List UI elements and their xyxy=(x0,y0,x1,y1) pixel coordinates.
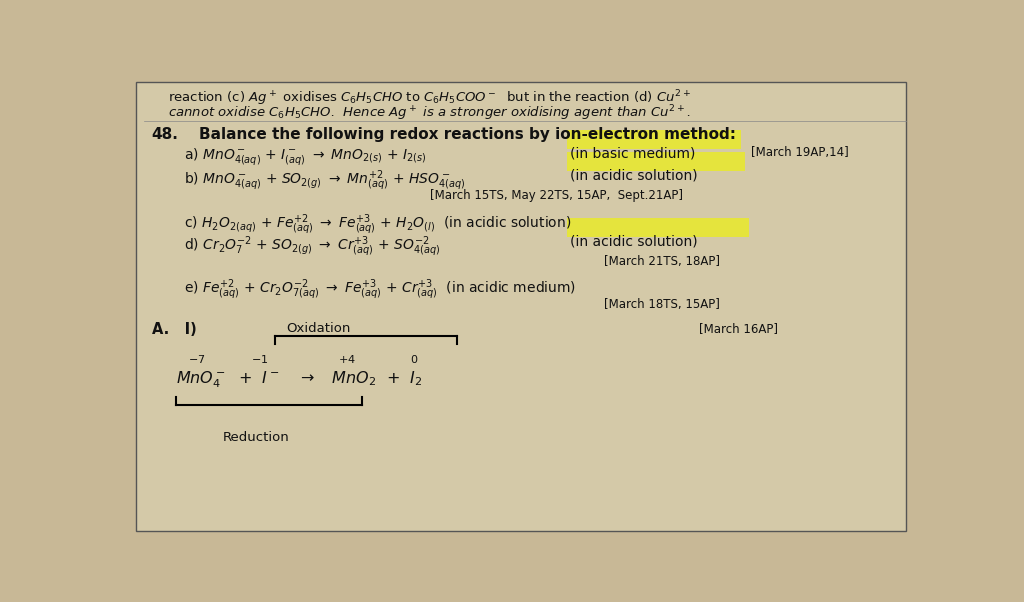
Text: Balance the following redox reactions by ion-electron method:: Balance the following redox reactions by… xyxy=(200,127,736,142)
Text: A.   I): A. I) xyxy=(152,321,197,337)
Text: cannot oxidise $C_6H_5CHO$.  Hence $Ag^+$ is a stronger oxidising agent than $Cu: cannot oxidise $C_6H_5CHO$. Hence $Ag^+$… xyxy=(168,104,690,123)
Text: c) $H_2O_{2(aq)}$ + $Fe_{(aq)}^{+2}$ $\rightarrow$ $Fe_{(aq)}^{+3}$ + $H_2O_{(l): c) $H_2O_{2(aq)}$ + $Fe_{(aq)}^{+2}$ $\r… xyxy=(183,213,571,237)
FancyBboxPatch shape xyxy=(136,81,905,531)
FancyBboxPatch shape xyxy=(567,219,749,237)
Text: [March 15TS, May 22TS, 15AP,  Sept.21AP]: [March 15TS, May 22TS, 15AP, Sept.21AP] xyxy=(430,189,683,202)
Text: (in acidic solution): (in acidic solution) xyxy=(570,235,697,249)
Text: d) $Cr_2O_7^{-2}$ + $SO_{2(g)}$ $\rightarrow$ $Cr_{(aq)}^{+3}$ + $SO_{4(aq)}^{-2: d) $Cr_2O_7^{-2}$ + $SO_{2(g)}$ $\righta… xyxy=(183,235,439,259)
Text: [March 18TS, 15AP]: [March 18TS, 15AP] xyxy=(604,298,720,311)
Text: $MnO_4^-$  +  $I^-$   $\rightarrow$   $MnO_2$  +  $I_2$: $MnO_4^-$ + $I^-$ $\rightarrow$ $MnO_2$ … xyxy=(176,370,422,390)
Text: Reduction: Reduction xyxy=(223,432,290,444)
Text: (in acidic solution): (in acidic solution) xyxy=(570,168,697,182)
FancyBboxPatch shape xyxy=(567,152,744,171)
Text: reaction (c) $Ag^+$ oxidises $C_6H_5CHO$ to $C_6H_5COO^-$  but in the reaction (: reaction (c) $Ag^+$ oxidises $C_6H_5CHO$… xyxy=(168,88,690,108)
Text: $0$: $0$ xyxy=(410,353,418,365)
Text: (in basic medium): (in basic medium) xyxy=(570,146,695,160)
Text: $-7$: $-7$ xyxy=(187,353,205,365)
Text: 48.: 48. xyxy=(152,127,178,142)
Text: $+4$: $+4$ xyxy=(338,353,356,365)
Text: [March 19AP,14]: [March 19AP,14] xyxy=(751,146,849,160)
Text: Oxidation: Oxidation xyxy=(287,321,351,335)
Text: e) $Fe_{(aq)}^{+2}$ + $Cr_2O_{7(aq)}^{-2}$ $\rightarrow$ $Fe_{(aq)}^{+3}$ + $Cr_: e) $Fe_{(aq)}^{+2}$ + $Cr_2O_{7(aq)}^{-2… xyxy=(183,277,575,302)
Text: a) $MnO_{4(aq)}^-$ + $I_{(aq)}^-$ $\rightarrow$ $MnO_{2(s)}$ + $I_{2(s)}$: a) $MnO_{4(aq)}^-$ + $I_{(aq)}^-$ $\righ… xyxy=(183,146,426,167)
Text: [March 16AP]: [March 16AP] xyxy=(699,321,778,335)
Text: $-1$: $-1$ xyxy=(251,353,268,365)
Text: b) $MnO_{4(aq)}^-$ + $SO_{2(g)}$ $\rightarrow$ $Mn_{(aq)}^{+2}$ + $HSO_{4(aq)}^-: b) $MnO_{4(aq)}^-$ + $SO_{2(g)}$ $\right… xyxy=(183,168,465,193)
FancyBboxPatch shape xyxy=(567,130,740,149)
Text: [March 21TS, 18AP]: [March 21TS, 18AP] xyxy=(604,255,720,268)
